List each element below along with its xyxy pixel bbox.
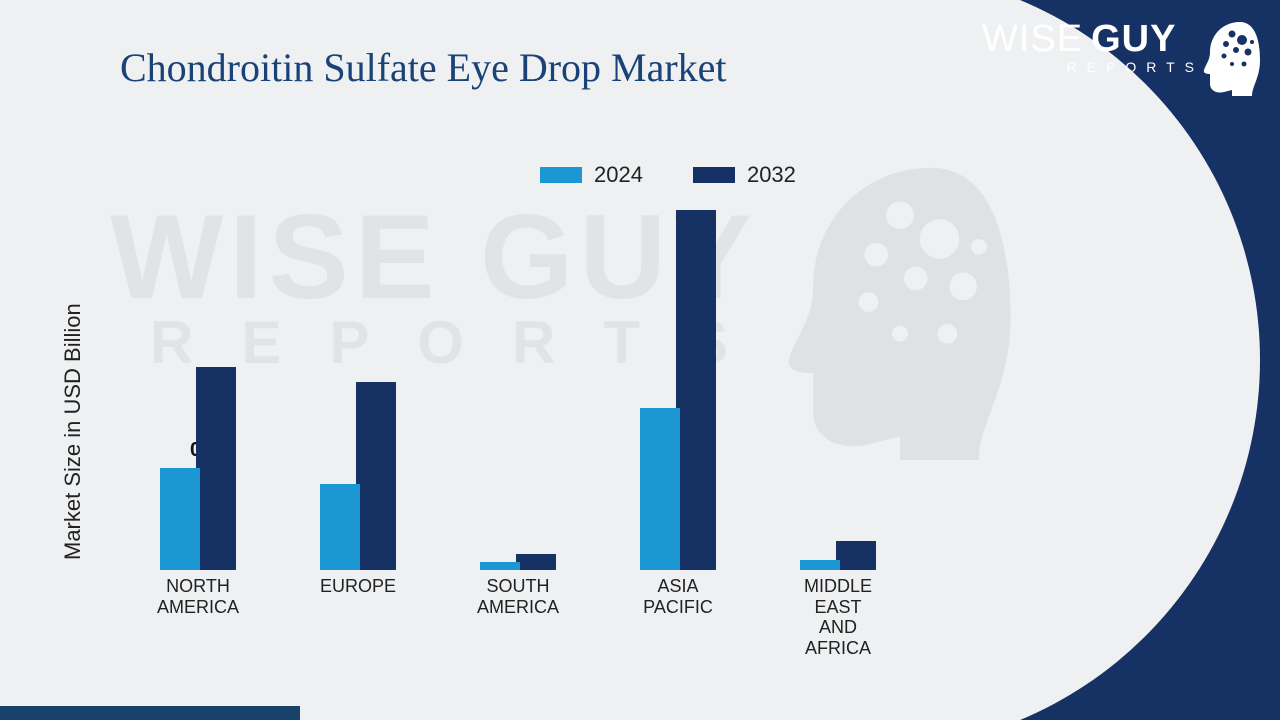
x-axis-label: NORTHAMERICA	[128, 570, 268, 617]
brand-logo: WISE GUY REPORTS	[982, 18, 1262, 108]
brain-head-icon	[1202, 20, 1262, 96]
y-axis-label: Market Size in USD Billion	[60, 303, 86, 560]
legend-label-2024: 2024	[594, 162, 643, 188]
right-brand-panel	[960, 0, 1280, 720]
plot-area: NORTHAMERICA EUROPE SOUTHAMERICA ASIAPACIFI…	[150, 205, 940, 570]
bar-group: EUROPE	[320, 569, 396, 570]
x-axis-label: SOUTHAMERICA	[448, 570, 588, 617]
bar	[320, 484, 360, 570]
bar-group: MIDDLEEASTANDAFRICA	[800, 569, 876, 570]
legend-swatch-2024	[540, 167, 582, 183]
bar-group: SOUTHAMERICA	[480, 569, 556, 570]
brand-word-2: GUY	[1091, 18, 1176, 61]
bar	[836, 541, 876, 570]
x-axis-label: MIDDLEEASTANDAFRICA	[768, 570, 908, 659]
bar-group: ASIAPACIFIC	[640, 569, 716, 570]
infographic-stage: WISE GUY REPORTS WISE GUYREPORTS Chondro…	[0, 0, 1280, 720]
legend-item-2024: 2024	[540, 162, 643, 188]
bar	[196, 367, 236, 570]
bar	[676, 210, 716, 570]
bar	[640, 408, 680, 570]
brand-word-1: WISE	[982, 18, 1083, 61]
chart-title: Chondroitin Sulfate Eye Drop Market	[120, 44, 727, 91]
legend-item-2032: 2032	[693, 162, 796, 188]
bar	[160, 468, 200, 570]
bar	[480, 562, 520, 570]
bar	[800, 560, 840, 570]
brand-logo-text: WISE GUY	[982, 18, 1262, 61]
bottom-accent-bar	[0, 706, 300, 720]
legend-swatch-2032	[693, 167, 735, 183]
x-axis-label: ASIAPACIFIC	[608, 570, 748, 617]
x-axis-label: EUROPE	[288, 570, 428, 597]
legend-label-2032: 2032	[747, 162, 796, 188]
chart-legend: 2024 2032	[540, 162, 796, 188]
bar	[516, 554, 556, 570]
bar-group: NORTHAMERICA	[160, 569, 236, 570]
bar	[356, 382, 396, 570]
chart-container: Market Size in USD Billion 2024 2032 NOR…	[60, 150, 960, 710]
